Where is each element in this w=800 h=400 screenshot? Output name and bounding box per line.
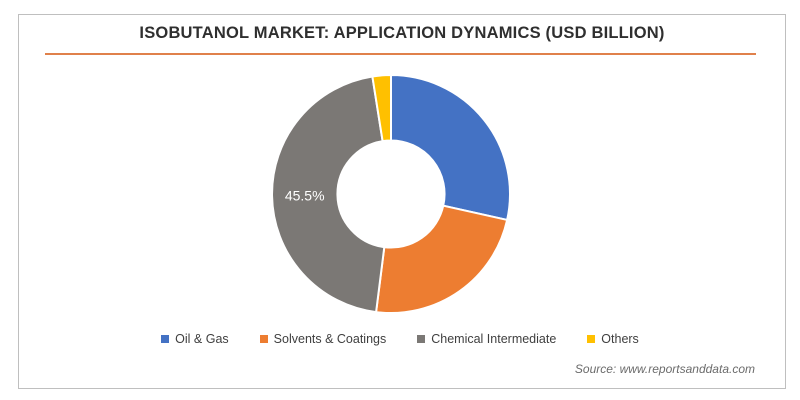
- title-underline: [45, 53, 756, 55]
- legend-swatch-icon: [417, 335, 426, 343]
- legend-item-others: Others: [587, 332, 639, 346]
- legend-label: Chemical Intermediate: [431, 332, 557, 346]
- legend-label: Solvents & Coatings: [273, 332, 387, 346]
- donut-slice-chemical-intermediate: [271, 75, 386, 314]
- legend-item-chemical-intermediate: Chemical Intermediate: [417, 332, 556, 346]
- legend-label: Oil & Gas: [175, 332, 229, 346]
- legend-label: Others: [601, 332, 639, 346]
- legend-swatch-icon: [259, 335, 268, 343]
- donut-slice-oil-gas: [390, 74, 511, 221]
- donut-slice-others: [371, 74, 392, 143]
- chart-title: ISOBUTANOL MARKET: APPLICATION DYNAMICS …: [139, 24, 665, 42]
- legend: Oil & Gas Solvents & Coatings Chemical Int…: [0, 332, 800, 346]
- legend-swatch-icon: [161, 335, 170, 343]
- legend-swatch-icon: [587, 335, 596, 343]
- donut-slice-solvents-coatings: [375, 204, 509, 314]
- slice-data-label: 45.5%: [285, 187, 325, 203]
- source-credit: Source: www.reportsanddata.com: [574, 362, 755, 376]
- legend-item-oil-gas: Oil & Gas: [161, 332, 229, 346]
- legend-item-solvents-coatings: Solvents & Coatings: [259, 332, 387, 346]
